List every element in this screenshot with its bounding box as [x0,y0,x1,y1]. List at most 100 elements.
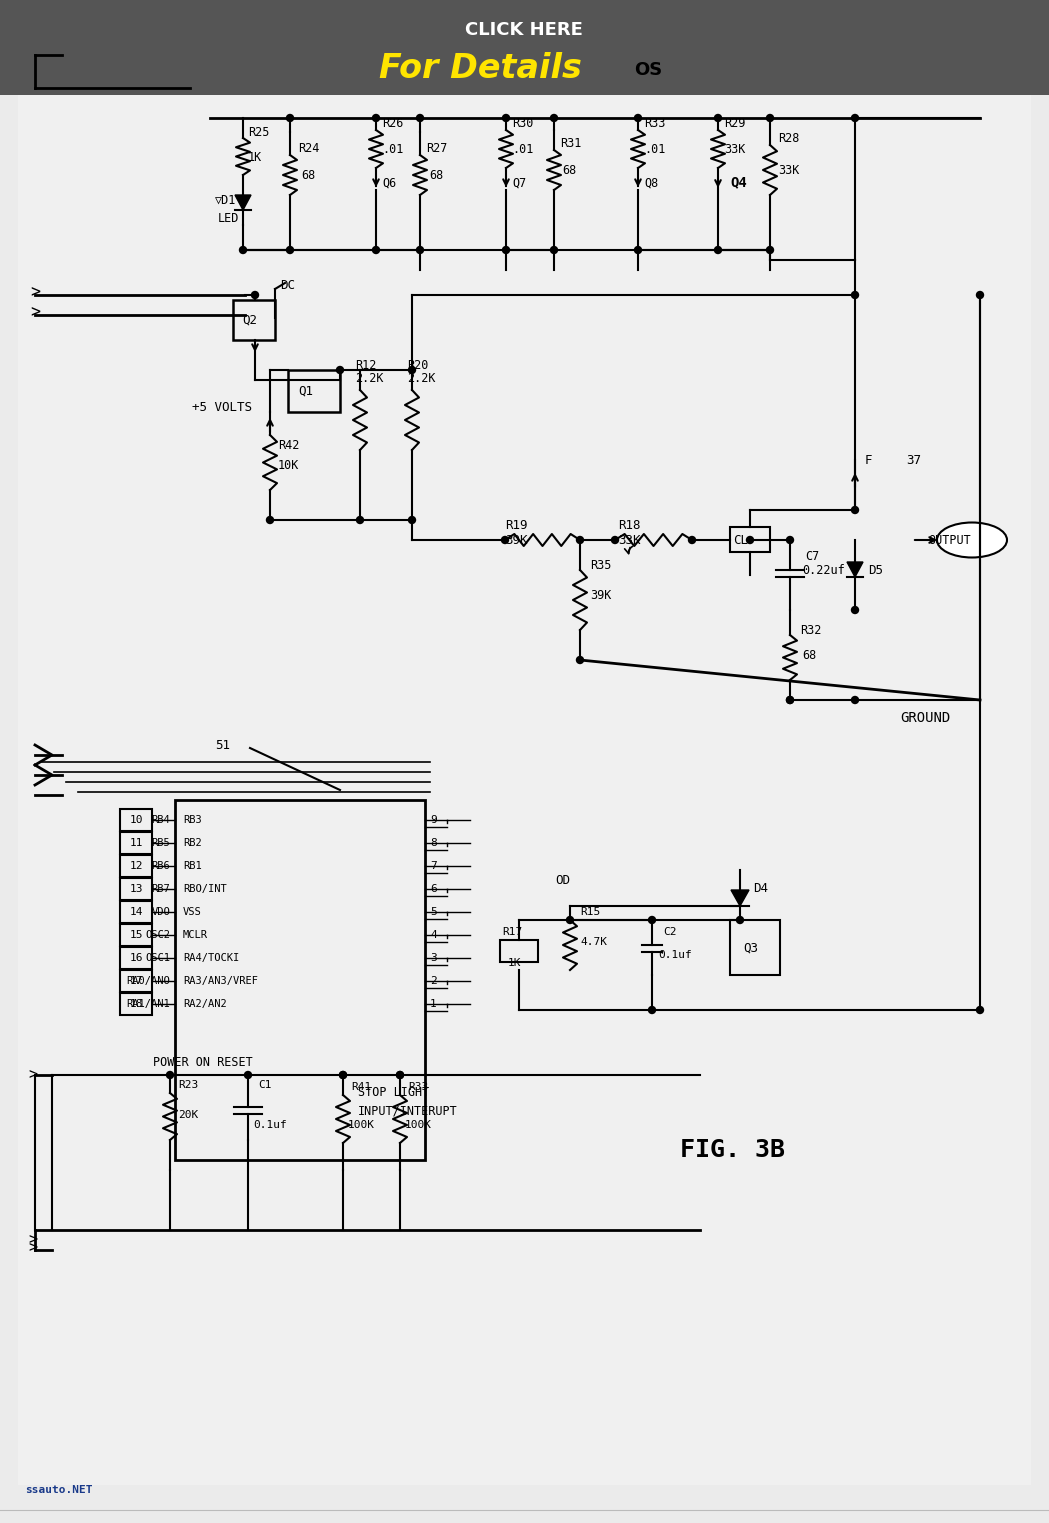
Text: 100K: 100K [348,1119,374,1130]
Text: 39K: 39K [590,588,612,602]
Circle shape [501,536,509,544]
Circle shape [372,114,380,122]
Bar [120,947,152,969]
Circle shape [787,696,793,704]
Text: R42: R42 [278,439,299,451]
Text: R19: R19 [505,518,528,532]
Bar [120,809,152,832]
Circle shape [612,536,619,544]
Bar [233,300,275,340]
Text: 33K: 33K [618,533,641,547]
Polygon shape [235,195,251,210]
Circle shape [977,1007,984,1013]
Text: 100K: 100K [405,1119,432,1130]
Text: STOP LIGHT: STOP LIGHT [358,1086,429,1100]
Circle shape [852,507,858,513]
Text: 1K: 1K [248,151,262,163]
Text: 0.1uf: 0.1uf [658,950,691,959]
Text: RB1: RB1 [183,860,201,871]
Circle shape [397,1072,404,1078]
Text: OD: OD [555,874,570,886]
Circle shape [714,247,722,253]
Text: 16: 16 [129,953,143,963]
Text: R30: R30 [512,116,533,129]
Text: 68: 68 [562,163,576,177]
Bar [120,832,152,854]
Text: 2.2K: 2.2K [407,372,435,384]
Text: Q3: Q3 [743,941,758,955]
Circle shape [286,114,294,122]
Polygon shape [731,889,749,906]
Circle shape [340,1072,346,1078]
Circle shape [648,1007,656,1013]
Bar [288,370,340,413]
Text: FIG. 3B: FIG. 3B [680,1138,785,1162]
Text: >: > [28,1068,37,1083]
Text: C7: C7 [805,550,819,562]
Text: C2: C2 [663,928,677,937]
Circle shape [566,917,574,923]
Circle shape [787,536,793,544]
Circle shape [787,696,793,704]
Circle shape [635,247,642,253]
Text: R33: R33 [408,1081,428,1092]
Text: Q6: Q6 [382,177,397,189]
Text: CLICK HERE: CLICK HERE [465,21,583,40]
Text: R41: R41 [351,1081,371,1092]
Text: R32: R32 [800,623,821,637]
Text: R18: R18 [618,518,641,532]
Text: R25: R25 [248,125,270,139]
Circle shape [357,516,364,524]
Text: 4.7K: 4.7K [580,937,607,947]
Circle shape [286,247,294,253]
Text: RA0/ANO: RA0/ANO [126,976,170,985]
Polygon shape [847,562,863,577]
Text: R24: R24 [298,142,319,154]
Circle shape [551,247,557,253]
Text: 7: 7 [430,860,436,871]
Text: 6: 6 [430,883,436,894]
Text: D5: D5 [868,564,883,577]
Circle shape [408,367,415,373]
Text: RA3/AN3/VREF: RA3/AN3/VREF [183,976,258,985]
Text: OSC2: OSC2 [145,931,170,940]
Text: RA1/AN1: RA1/AN1 [126,999,170,1010]
Text: 17: 17 [129,976,143,985]
Text: >: > [28,1232,37,1247]
Text: ▽D1: ▽D1 [215,193,236,207]
Circle shape [244,1072,252,1078]
Circle shape [416,114,424,122]
Text: 20K: 20K [178,1110,198,1119]
Text: RB2: RB2 [183,838,201,848]
Text: F: F [865,454,873,466]
Bar [0,0,1049,94]
Text: RA4/TOCKI: RA4/TOCKI [183,953,239,963]
Text: Q7: Q7 [512,177,527,189]
Bar [500,940,538,963]
Circle shape [266,516,274,524]
Text: RA2/AN2: RA2/AN2 [183,999,227,1010]
Text: C1: C1 [258,1080,272,1090]
Circle shape [408,516,415,524]
Text: Q2: Q2 [242,314,257,326]
Circle shape [577,656,583,664]
Text: 1: 1 [430,999,436,1010]
Text: >: > [30,303,40,321]
Text: 2: 2 [430,976,436,985]
Circle shape [852,606,858,614]
Circle shape [167,1072,173,1078]
Text: 18: 18 [129,999,143,1010]
Text: R35: R35 [590,559,612,571]
Bar [120,970,152,991]
Text: +5 VOLTS: +5 VOLTS [192,401,252,414]
Bar [120,877,152,900]
Text: R17: R17 [502,928,522,937]
Text: 8: 8 [430,838,436,848]
Text: 1K: 1K [508,958,521,969]
Text: .01: .01 [644,143,665,155]
Text: 13: 13 [129,883,143,894]
Text: RB4: RB4 [151,815,170,825]
Text: LED: LED [218,212,239,224]
Text: 68: 68 [802,649,816,661]
Text: OSC1: OSC1 [145,953,170,963]
